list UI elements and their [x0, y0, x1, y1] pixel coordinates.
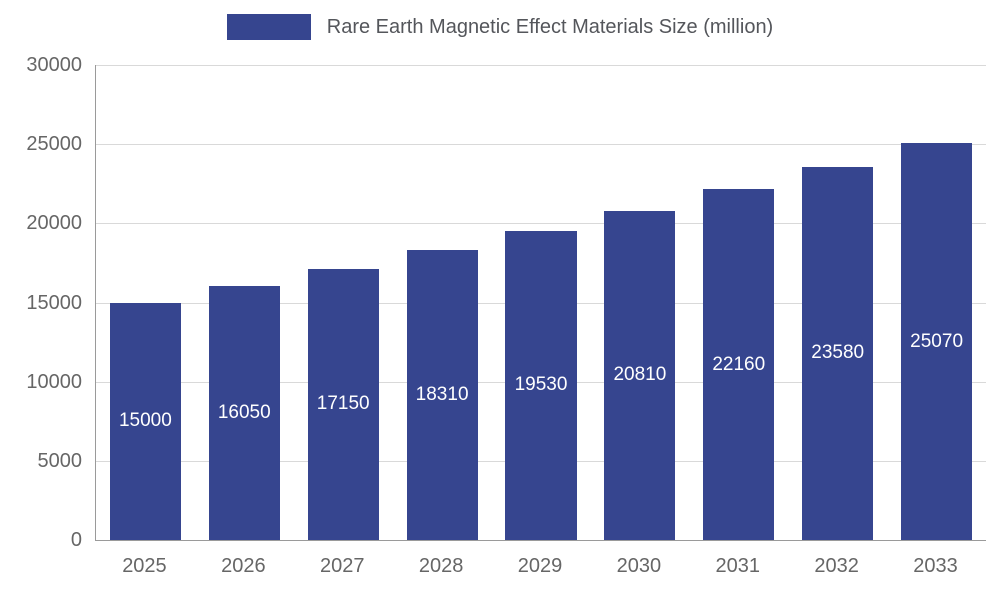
bar: 22160: [703, 189, 775, 540]
y-axis-tick-label: 0: [70, 529, 82, 551]
x-axis-tick-label: 2026: [221, 555, 266, 577]
x-axis-tick-label: 2027: [319, 555, 365, 577]
bar: 19530: [505, 230, 577, 540]
legend: Rare Earth Magnetic Effect Materials Siz…: [0, 14, 1000, 40]
y-axis-tick-label: 30000: [26, 54, 82, 76]
legend-swatch: [226, 14, 311, 40]
bar: 18310: [406, 250, 478, 540]
plot-area: 15000 16050 17150 18310 19530 20810 22160 23580…: [95, 65, 986, 541]
gridline: [96, 65, 986, 66]
bar-value-label: 25070: [910, 330, 964, 352]
bar-value-label: 20810: [613, 364, 667, 386]
bar: 17150: [307, 268, 379, 540]
x-axis-tick-label: 2032: [814, 555, 859, 577]
x-axis-tick-label: 2030: [616, 555, 662, 577]
x-axis-tick-label: 2031: [715, 555, 760, 577]
bar-value-label: 19530: [514, 374, 568, 396]
y-axis-tick-label: 20000: [26, 212, 82, 235]
x-axis-tick-label: 2025: [122, 555, 167, 577]
x-axis-tick-label: 2029: [517, 555, 563, 577]
bar: 20810: [604, 210, 676, 540]
bar: 25070: [901, 143, 973, 540]
chart-title: Rare Earth Magnetic Effect Materials Siz…: [326, 15, 774, 38]
x-axis-tick-label: 2028: [418, 555, 464, 577]
bar: 15000: [109, 302, 181, 540]
bar-value-label: 22160: [712, 353, 766, 375]
bar-value-label: 16050: [217, 401, 271, 423]
bar: 16050: [208, 285, 280, 540]
gridline: [96, 223, 986, 225]
gridline: [96, 144, 986, 146]
y-axis-tick-label: 15000: [26, 291, 82, 314]
y-axis-tick-label: 5000: [37, 449, 83, 472]
y-axis-tick-label: 10000: [26, 370, 82, 393]
bar-value-label: 18310: [415, 384, 469, 406]
bar-value-label: 17150: [316, 393, 370, 415]
bar: 23580: [802, 166, 874, 540]
y-axis-tick-label: 25000: [26, 133, 82, 156]
x-axis-tick-label: 2033: [913, 555, 958, 577]
bar-value-label: 23580: [811, 342, 865, 364]
bar-value-label: 15000: [118, 410, 172, 432]
